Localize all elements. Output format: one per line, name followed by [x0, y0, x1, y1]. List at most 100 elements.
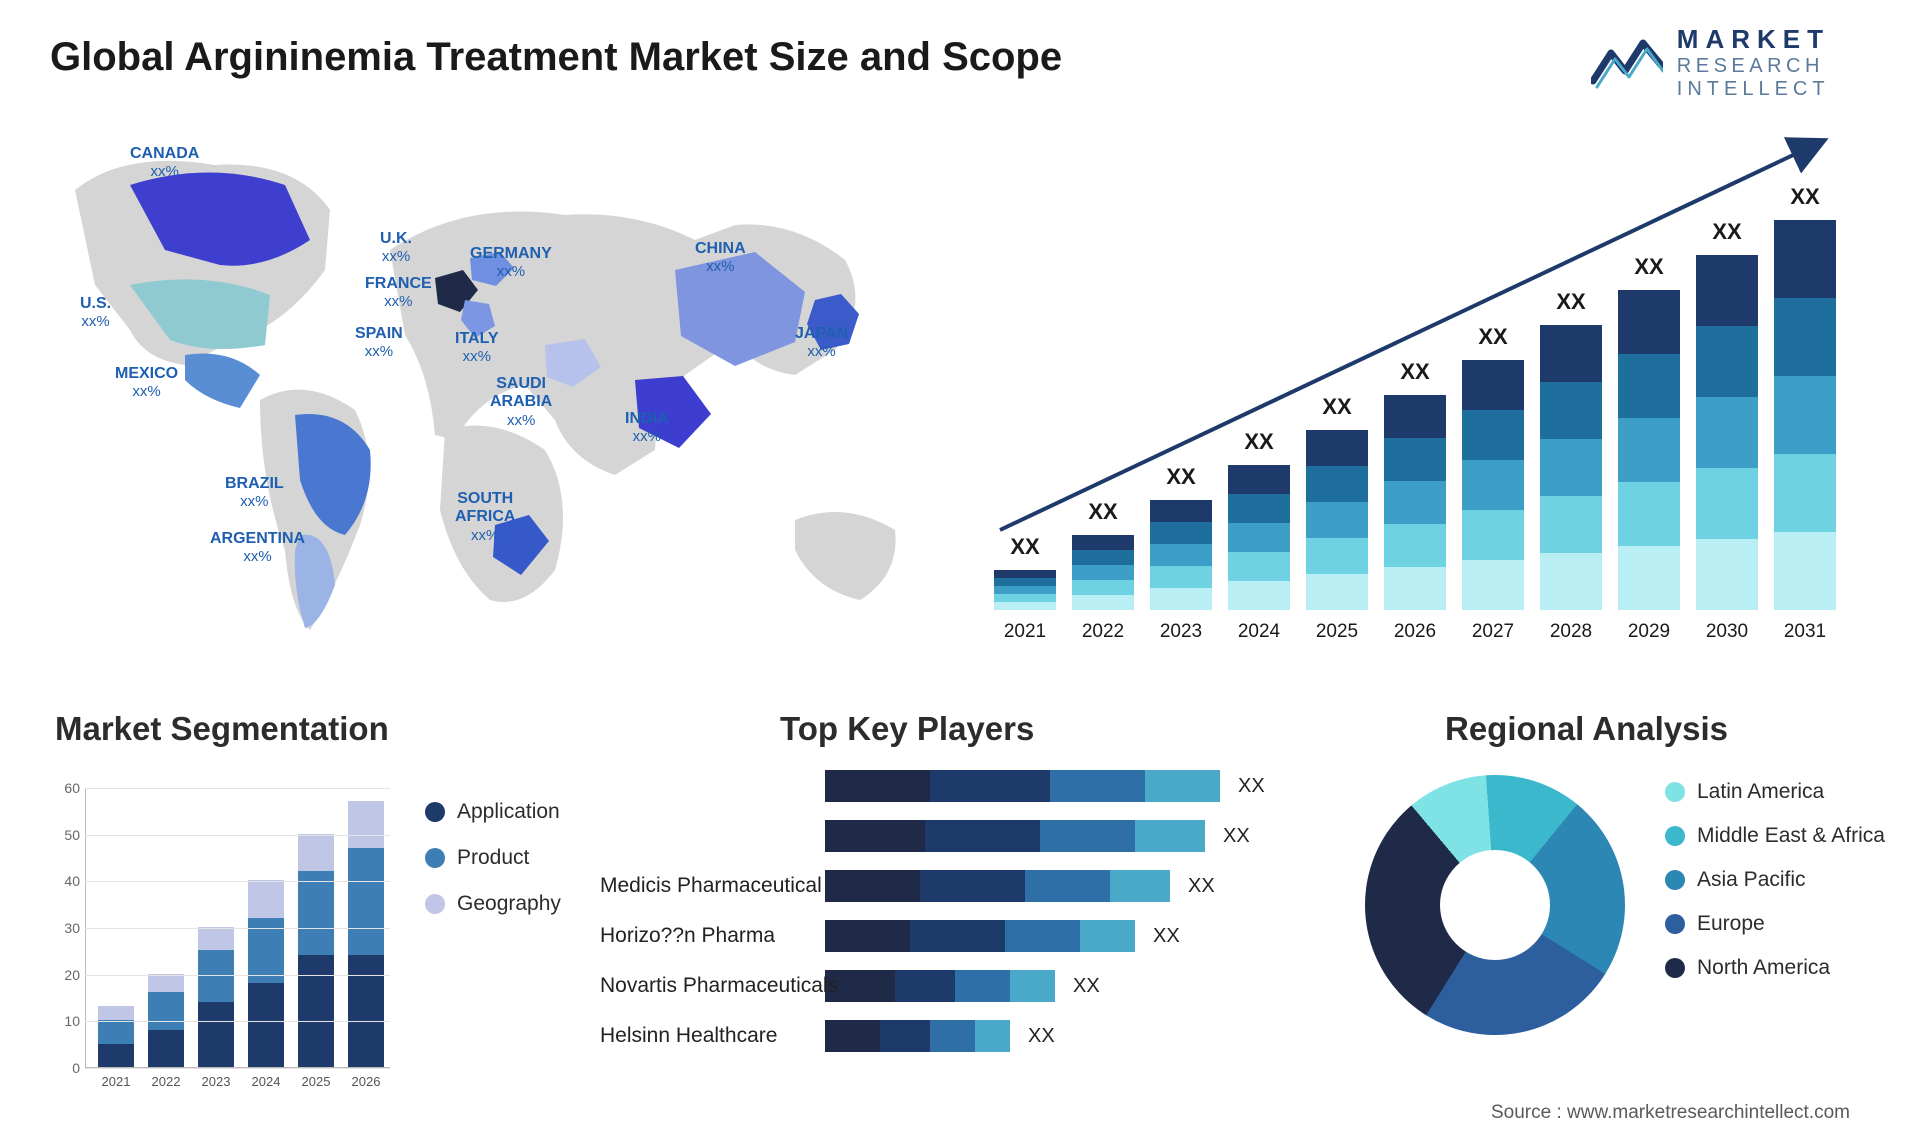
seg-xlabel: 2022	[148, 1074, 184, 1089]
map-label-u-s-: U.S.xx%	[80, 295, 111, 332]
map-label-south-africa: SOUTHAFRICAxx%	[455, 490, 515, 545]
bar-xlabel: 2023	[1150, 621, 1212, 643]
regional-legend-item: Middle East & Africa	[1665, 824, 1885, 848]
logo-text-1: MARKET	[1677, 25, 1830, 55]
seg-xlabel: 2025	[298, 1074, 334, 1089]
kp-name: Novartis Pharmaceuticals	[600, 974, 910, 998]
bar-xlabel: 2022	[1072, 621, 1134, 643]
bar-toplabel: XX	[1696, 219, 1758, 245]
bar-2021	[994, 570, 1056, 610]
seg-legend-item: Geography	[425, 892, 561, 916]
segmentation-legend: Application Product Geography	[425, 800, 561, 916]
kp-name: Horizo??n Pharma	[600, 924, 910, 948]
bar-toplabel: XX	[1540, 289, 1602, 315]
bar-2023	[1150, 500, 1212, 610]
seg-xlabel: 2024	[248, 1074, 284, 1089]
regional-legend: Latin America Middle East & Africa Asia Pa…	[1665, 780, 1885, 980]
seg-ytick: 50	[50, 827, 80, 843]
bar-xlabel: 2027	[1462, 621, 1524, 643]
bar-toplabel: XX	[994, 534, 1056, 560]
kp-name: Helsinn Healthcare	[600, 1024, 910, 1048]
bar-xlabel: 2029	[1618, 621, 1680, 643]
map-label-argentina: ARGENTINAxx%	[210, 530, 305, 567]
seg-bar-2026	[348, 801, 384, 1067]
regional-legend-item: Europe	[1665, 912, 1885, 936]
bar-xlabel: 2025	[1306, 621, 1368, 643]
bar-xlabel: 2021	[994, 621, 1056, 643]
bar-2030	[1696, 255, 1758, 610]
logo-text-3: INTELLECT	[1677, 78, 1830, 101]
bar-xlabel: 2031	[1774, 621, 1836, 643]
map-label-mexico: MEXICOxx%	[115, 365, 178, 402]
bar-2026	[1384, 395, 1446, 610]
segmentation-title: Market Segmentation	[55, 710, 389, 748]
regional-donut	[1365, 775, 1625, 1035]
regional-legend-item: North America	[1665, 956, 1885, 980]
map-label-china: CHINAxx%	[695, 240, 746, 277]
seg-bar-2023	[198, 927, 234, 1067]
bar-xlabel: 2024	[1228, 621, 1290, 643]
kp-row: XX	[825, 820, 1250, 852]
world-map: CANADAxx% U.S.xx% MEXICOxx% BRAZILxx% ARGENT…	[35, 130, 915, 650]
bar-xlabel: 2026	[1384, 621, 1446, 643]
map-label-italy: ITALYxx%	[455, 330, 499, 367]
bar-xlabel: 2028	[1540, 621, 1602, 643]
map-label-canada: CANADAxx%	[130, 145, 199, 182]
regional-title: Regional Analysis	[1445, 710, 1728, 748]
map-label-brazil: BRAZILxx%	[225, 475, 284, 512]
bar-2029	[1618, 290, 1680, 610]
seg-ytick: 30	[50, 920, 80, 936]
kp-value: XX	[1028, 1025, 1055, 1048]
bar-2022	[1072, 535, 1134, 610]
map-label-india: INDIAxx%	[625, 410, 669, 447]
seg-ytick: 60	[50, 780, 80, 796]
keyplayers-chart: XXXXXXMedicis PharmaceuticalXXHorizo??n …	[750, 770, 1320, 1100]
bar-toplabel: XX	[1228, 429, 1290, 455]
kp-name: Medicis Pharmaceutical	[600, 874, 910, 898]
bar-toplabel: XX	[1618, 254, 1680, 280]
regional-legend-item: Latin America	[1665, 780, 1885, 804]
kp-value: XX	[1073, 975, 1100, 998]
map-label-japan: JAPANxx%	[795, 325, 848, 362]
kp-value: XX	[1188, 875, 1215, 898]
seg-bar-2021	[98, 1006, 134, 1067]
map-label-u-k-: U.K.xx%	[380, 230, 412, 267]
seg-xlabel: 2021	[98, 1074, 134, 1089]
logo-text-2: RESEARCH	[1677, 55, 1830, 78]
bar-toplabel: XX	[1384, 359, 1446, 385]
kp-row: XX	[825, 770, 1265, 802]
seg-ytick: 10	[50, 1013, 80, 1029]
bar-2031	[1774, 220, 1836, 610]
brand-logo: MARKET RESEARCH INTELLECT	[1591, 25, 1830, 101]
regional-legend-item: Asia Pacific	[1665, 868, 1885, 892]
kp-value: XX	[1223, 825, 1250, 848]
kp-value: XX	[1153, 925, 1180, 948]
bar-2025	[1306, 430, 1368, 610]
bar-2024	[1228, 465, 1290, 610]
page-title: Global Argininemia Treatment Market Size…	[50, 35, 1062, 80]
bar-toplabel: XX	[1462, 324, 1524, 350]
seg-ytick: 40	[50, 873, 80, 889]
seg-xlabel: 2026	[348, 1074, 384, 1089]
map-label-spain: SPAINxx%	[355, 325, 403, 362]
seg-ytick: 0	[50, 1060, 80, 1076]
keyplayers-title: Top Key Players	[780, 710, 1034, 748]
map-label-france: FRANCExx%	[365, 275, 432, 312]
seg-legend-item: Product	[425, 846, 561, 870]
seg-xlabel: 2023	[198, 1074, 234, 1089]
map-label-saudi-arabia: SAUDIARABIAxx%	[490, 375, 552, 430]
bar-2027	[1462, 360, 1524, 610]
seg-legend-item: Application	[425, 800, 561, 824]
bar-2028	[1540, 325, 1602, 610]
logo-mark-icon	[1591, 35, 1663, 91]
map-label-germany: GERMANYxx%	[470, 245, 552, 282]
bar-toplabel: XX	[1072, 499, 1134, 525]
bar-toplabel: XX	[1150, 464, 1212, 490]
source-text: Source : www.marketresearchintellect.com	[1491, 1102, 1850, 1124]
seg-bar-2025	[298, 834, 334, 1067]
segmentation-chart: 2021 2022 2023 2024 2025 2026 0 10 20 30 40 50 60	[50, 770, 405, 1110]
seg-ytick: 20	[50, 967, 80, 983]
kp-value: XX	[1238, 775, 1265, 798]
bar-toplabel: XX	[1306, 394, 1368, 420]
bar-toplabel: XX	[1774, 184, 1836, 210]
